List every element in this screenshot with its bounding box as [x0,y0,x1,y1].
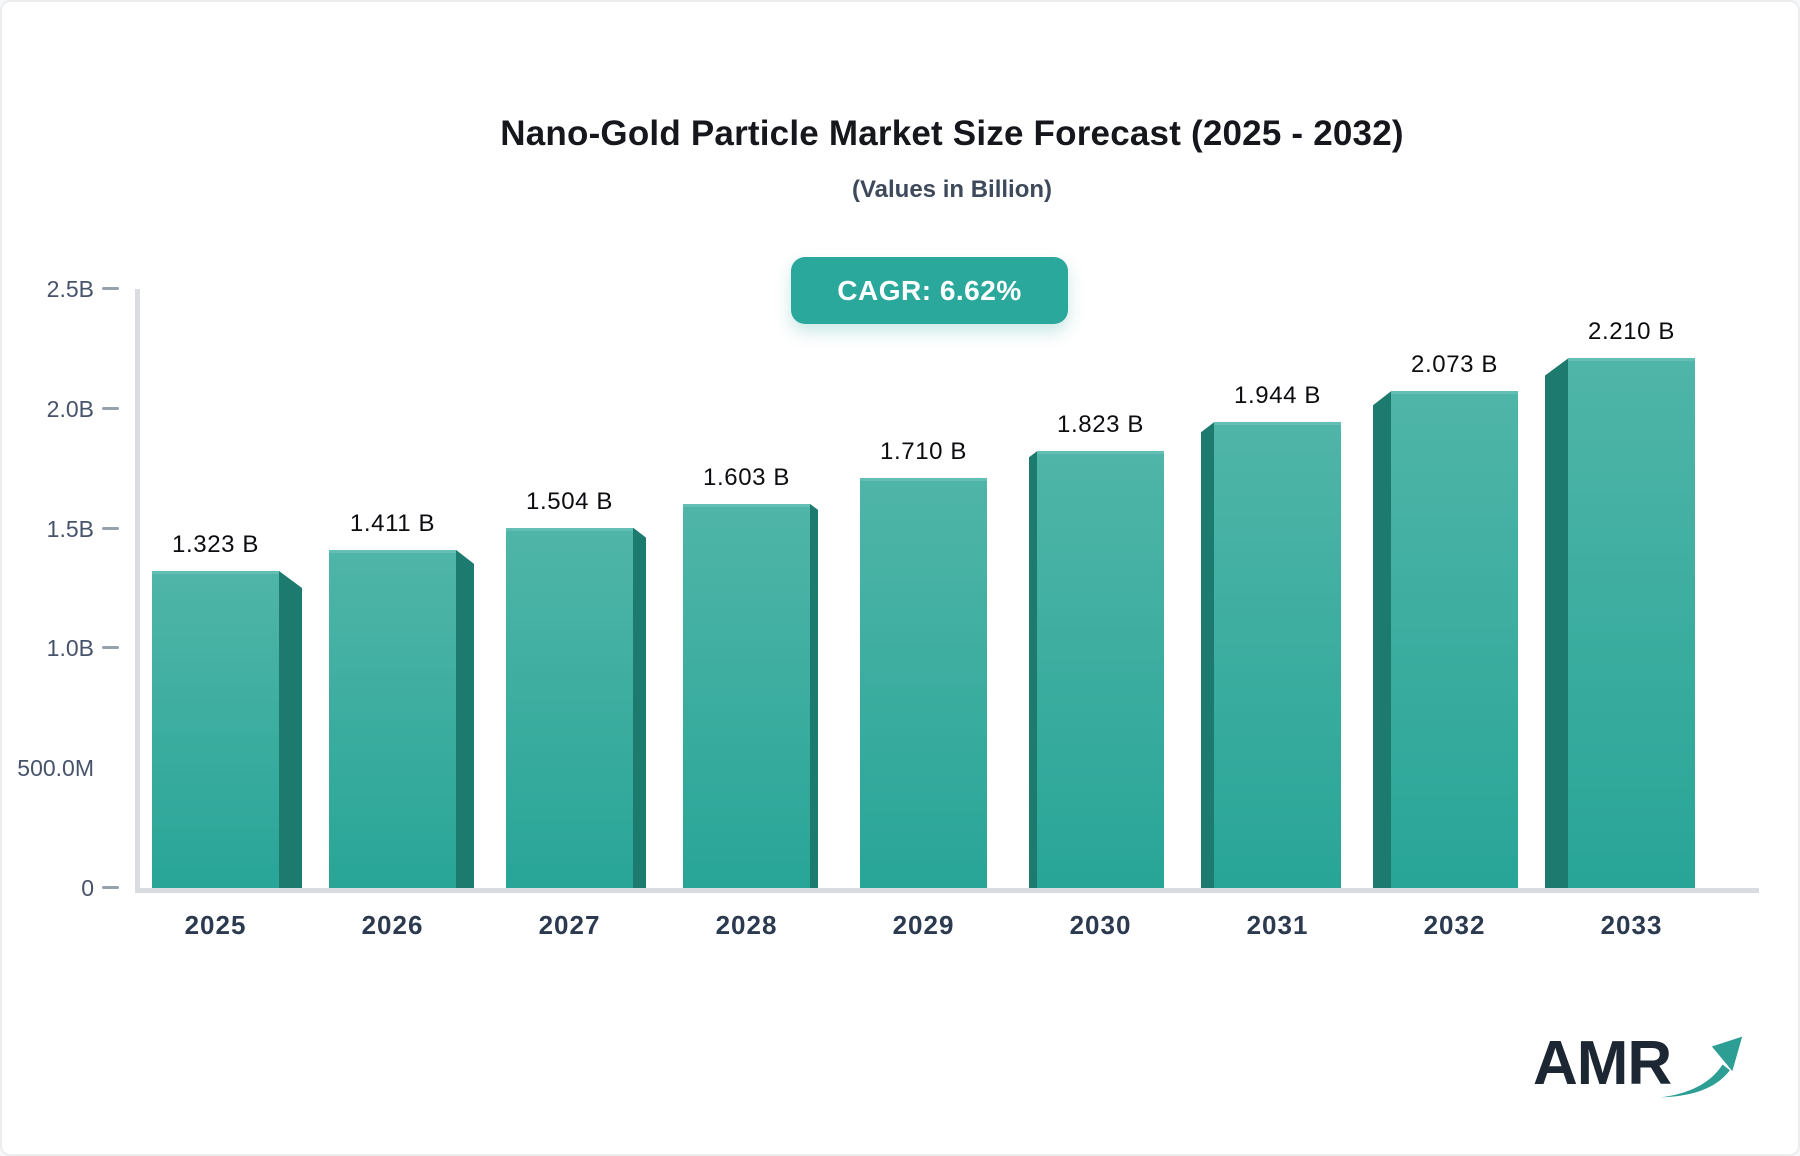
x-axis-label-2027: 2027 [538,910,601,940]
y-axis-tick-label: 0 [81,875,94,901]
y-axis-tick-label: 500.0M [17,755,94,782]
x-axis-label-2028: 2028 [715,910,778,940]
bar-value-label-2025: 1.323 B [172,531,259,558]
bar-2028 [683,503,810,888]
bar-value-label-2033: 2.210 B [1588,318,1675,346]
bar-2032 [1391,391,1518,888]
bar-2025 [152,571,279,888]
y-axis-tick-dash [102,526,119,530]
bar-value-label-2026: 1.411 B [349,509,436,537]
x-axis-label-2029: 2029 [892,910,955,940]
chart-subtitle: (Values in Billion) [851,176,1053,203]
y-axis-tick-label: 2.0B [46,395,94,422]
x-axis-label-2026: 2026 [361,910,424,940]
y-axis-tick-dash [102,886,119,889]
chart-title: Nano-Gold Particle Market Size Forecast … [500,114,1404,153]
y-axis-tick-label: 1.0B [46,635,94,662]
bar-2033 [1568,358,1695,888]
amr-logo-text: AMR [1533,1029,1672,1098]
bar-value-label-2030: 1.823 B [1057,411,1144,439]
bar-value-label-2031: 1.944 B [1234,382,1321,410]
trend-up-arrow-icon [1661,1036,1743,1098]
x-axis-label-2025: 2025 [184,910,247,940]
bar-2031 [1214,422,1341,888]
bar-2026 [329,549,456,888]
bar-value-label-2027: 1.504 B [526,487,613,515]
y-axis-tick-dash [102,287,119,290]
y-axis-tick-label: 2.5B [46,276,94,302]
y-axis-tick-dash [102,646,119,650]
bar-side-panel-2025 [279,571,302,888]
x-axis-label-2033: 2033 [1600,910,1663,940]
bar-2029 [860,478,987,888]
bar-side-panel-2033 [1545,358,1568,888]
bar-value-label-2028: 1.603 B [703,463,790,491]
bar-2027 [506,527,633,888]
x-axis-label-2030: 2030 [1069,910,1132,940]
bar-side-panel-2030 [1029,451,1037,888]
bar-side-panel-2027 [633,527,646,888]
amr-logo: AMR [1533,1032,1743,1100]
bar-side-panel-2026 [456,549,474,888]
y-axis-tick-label: 1.5B [46,515,94,542]
x-axis-baseline [135,888,1759,893]
y-axis-line [135,289,140,892]
bar-2030 [1037,451,1164,888]
x-axis-label-2032: 2032 [1423,910,1486,940]
bar-side-panel-2028 [810,503,818,888]
bar-side-panel-2031 [1201,422,1214,888]
bar-value-label-2032: 2.073 B [1411,351,1498,379]
bar-value-label-2029: 1.710 B [880,438,967,466]
x-axis-label-2031: 2031 [1246,910,1309,940]
cagr-badge: CAGR: 6.62% [791,257,1068,324]
bar-side-panel-2032 [1373,391,1391,888]
y-axis-tick-dash [102,406,119,410]
